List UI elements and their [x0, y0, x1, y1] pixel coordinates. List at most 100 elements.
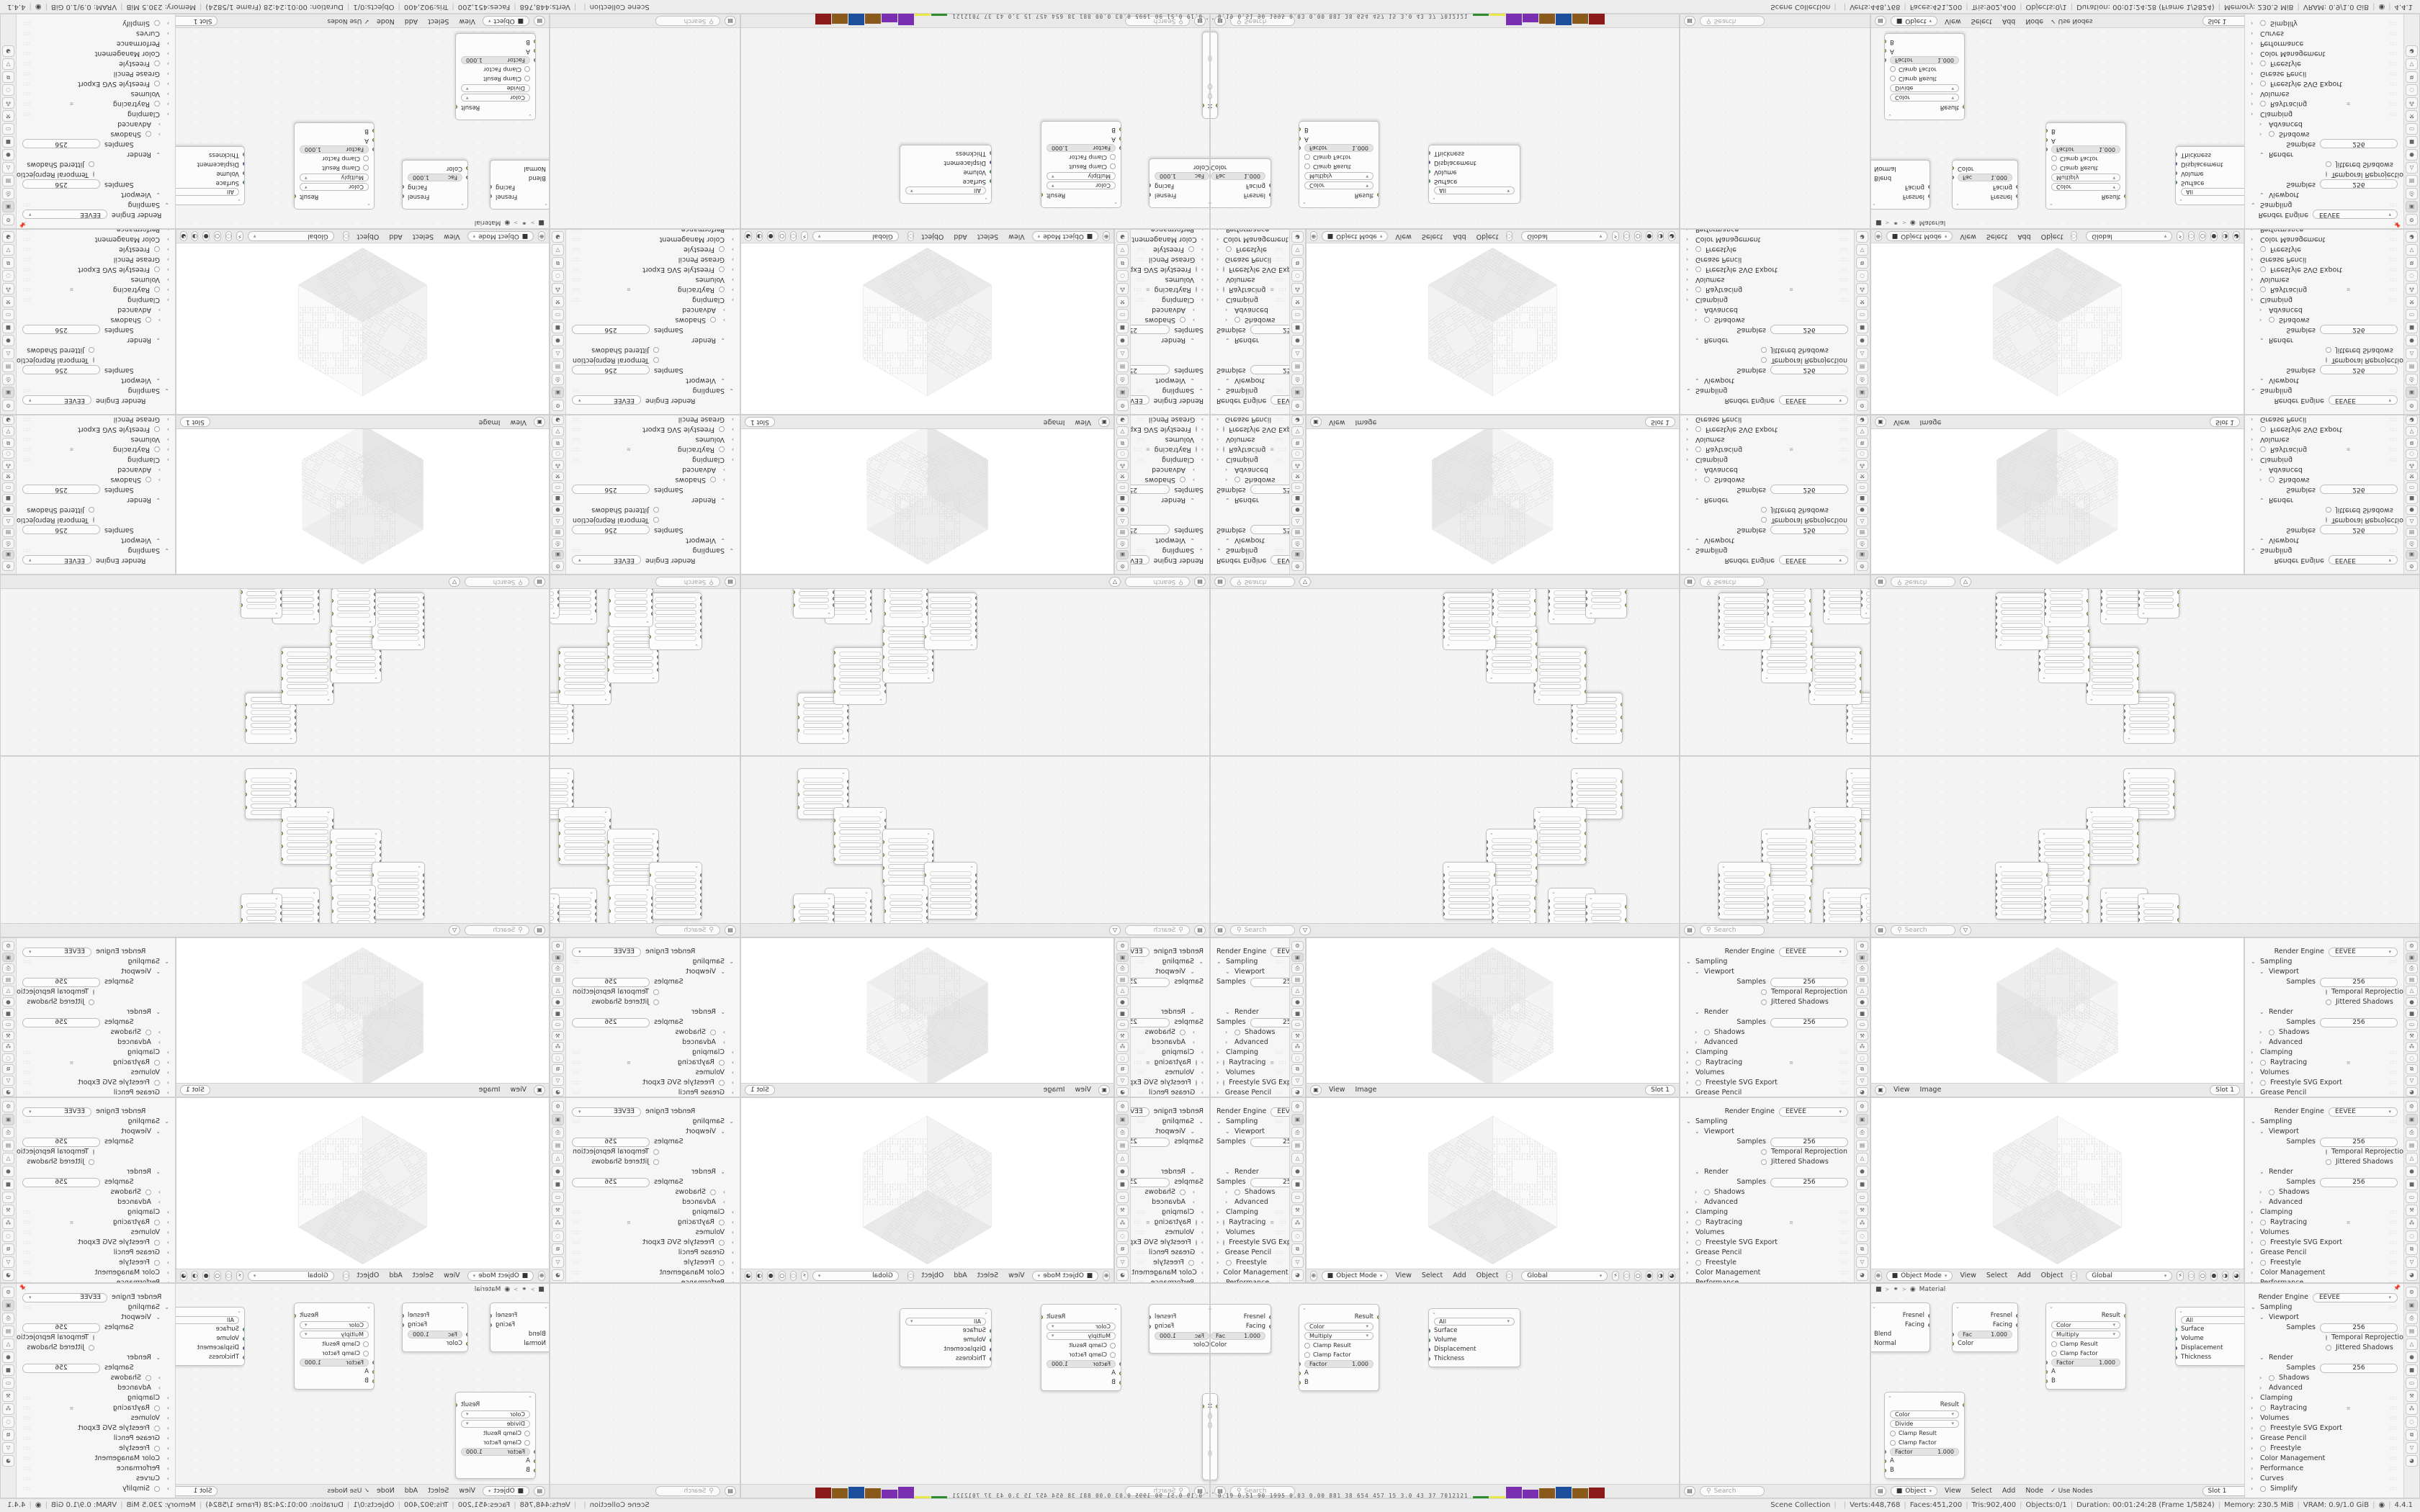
physics-tab[interactable]: ◌: [2, 270, 14, 282]
property-section-volumes[interactable]: › Volumes ∷∷: [17, 434, 175, 444]
geo-node-canvas-2[interactable]: ⌄ ⌄ ⌄ ⌄ ⌄ ⌄ ⌄: [550, 575, 740, 755]
node-dropdown[interactable]: Color▾: [2051, 183, 2120, 191]
menu-add[interactable]: Add: [951, 233, 969, 240]
node-dropdown[interactable]: Divide▾: [1210, 83, 1212, 91]
geo-node-d[interactable]: ⌄: [1995, 593, 2048, 650]
viewport-samples-field[interactable]: 256: [572, 365, 650, 375]
toggle-icon[interactable]: [719, 266, 725, 272]
property-section-viewport[interactable]: ⌄ Viewport: [1131, 1127, 1209, 1137]
node-field[interactable]: [613, 838, 653, 843]
viewport-samples-field[interactable]: 256: [1131, 525, 1170, 535]
node-field[interactable]: [839, 658, 881, 663]
node-field[interactable]: [2129, 723, 2169, 728]
node-field[interactable]: [614, 606, 647, 611]
property-section-render[interactable]: ⌄ Render: [17, 495, 175, 505]
property-section-grease-pencil[interactable]: › Grease Pencil ∷∷: [1131, 415, 1209, 424]
property-section-color-management[interactable]: ›Color Management∷∷: [1680, 234, 1854, 244]
viewport-samples-field[interactable]: 256: [572, 977, 650, 987]
options-icon[interactable]: ≡: [2347, 287, 2351, 293]
property-section-advanced[interactable]: › Advanced: [1211, 464, 1289, 474]
jittered-shadows-row[interactable]: Jittered Shadows: [1211, 505, 1289, 515]
toggle-icon[interactable]: [719, 1220, 725, 1225]
property-section-shadows[interactable]: › Shadows: [17, 1027, 175, 1038]
node-field[interactable]: [888, 669, 928, 674]
menu-view[interactable]: View: [1891, 418, 1913, 426]
geo-node-d[interactable]: ⌄: [1718, 593, 1771, 650]
property-section-color-management[interactable]: ›Color Management∷∷: [17, 234, 175, 244]
view-layer-tab[interactable]: ▤: [2406, 175, 2418, 186]
menu-image[interactable]: Image: [1041, 1086, 1068, 1094]
temporal-reprojection-row[interactable]: Temporal Reprojection: [1211, 515, 1289, 525]
material-preview-icon[interactable]: ◑: [756, 231, 763, 241]
node-field[interactable]: [564, 823, 606, 828]
search-input[interactable]: ⚲ Search: [655, 577, 720, 587]
node-field[interactable]: [888, 662, 928, 667]
property-section-simplify[interactable]: › Simplify ∷∷: [2245, 18, 2403, 28]
node-field[interactable]: [287, 671, 328, 676]
node-field[interactable]: [564, 671, 606, 676]
node-field[interactable]: [336, 669, 376, 674]
property-section-grease-pencil[interactable]: › Grease Pencil ∷∷: [1211, 254, 1289, 264]
jittered-shadows-row[interactable]: Jittered Shadows: [566, 345, 740, 355]
scene-tab[interactable]: △: [1116, 516, 1129, 526]
property-section-grease-pencil[interactable]: › Grease Pencil ∷∷: [2245, 68, 2403, 78]
data-tab[interactable]: ▽: [2406, 244, 2418, 256]
viewport-header[interactable]: ⊕ ■ Object Mode ▾ View Select Add Object ◌ Global…: [741, 230, 1113, 243]
toggle-icon[interactable]: [719, 287, 725, 292]
node-field[interactable]: [888, 630, 928, 635]
property-section-performance[interactable]: ›Performance∷∷: [566, 1278, 740, 1282]
node-field[interactable]: [613, 630, 653, 635]
physics-tab[interactable]: ◌: [552, 270, 564, 282]
shader-type-selector[interactable]: ■ Object ▾: [482, 1486, 530, 1496]
node-field[interactable]: [550, 916, 554, 921]
material-tab[interactable]: ◕: [2, 1455, 14, 1467]
property-section-shadows[interactable]: › Shadows: [1680, 474, 1854, 485]
mix-color-multiply-node[interactable]: ⌄ Result Color ▾ Multiply ▾ Clamp Result Clamp …: [1041, 1304, 1121, 1391]
geo-node-b[interactable]: ⌄: [1533, 647, 1587, 705]
render-engine-dropdown[interactable]: EEVEE ▾: [2313, 210, 2398, 220]
property-section-render[interactable]: ⌄ Render: [17, 335, 175, 345]
properties-editor-row3-right[interactable]: ⚙ ▣ ⎙ ▤ △ ● ■ ▭ ⚒ ⁂ ◌ ⧉ ▽ ◕ Render Engine EEVEE ▾ ⌄ Sampli…: [0, 229, 176, 415]
material-preview-icon[interactable]: ◑: [1657, 231, 1664, 241]
use-nodes-toggle[interactable]: ✓ Use Nodes: [327, 1488, 369, 1495]
proportional-edit-icon[interactable]: ◌: [2187, 231, 2195, 241]
viewport-samples-field[interactable]: 256: [1770, 365, 1848, 375]
property-section-color-management[interactable]: ›Color Management∷∷: [1131, 234, 1209, 244]
property-section-sampling[interactable]: ⌄ Sampling ∷∷: [1680, 545, 1854, 555]
jittered-shadows-row[interactable]: Jittered Shadows: [17, 1343, 175, 1353]
tool-tab[interactable]: ⚙: [552, 1101, 564, 1112]
object-tab[interactable]: ▭: [552, 1192, 564, 1203]
property-section-raytracing[interactable]: › Raytracing ≡ ∷∷: [1131, 1218, 1209, 1228]
node-field[interactable]: [550, 729, 568, 734]
data-tab[interactable]: ▽: [1116, 1256, 1129, 1268]
jittered-shadows-row[interactable]: Jittered Shadows: [17, 345, 175, 355]
options-icon[interactable]: ≡: [2347, 447, 2351, 453]
node-field[interactable]: [246, 604, 277, 609]
node-field[interactable]: [1554, 597, 1590, 602]
property-section-sampling[interactable]: ⌄ Sampling ∷∷: [1131, 545, 1209, 555]
node-dropdown[interactable]: All▾: [1434, 186, 1515, 194]
property-section-render[interactable]: ⌄ Render: [566, 335, 740, 345]
render-tab[interactable]: ▣: [1856, 387, 1868, 398]
node-field[interactable]: [1724, 603, 1765, 608]
object-tab[interactable]: ▭: [1291, 482, 1304, 492]
node-field[interactable]: [2050, 606, 2083, 611]
render-engine-dropdown[interactable]: EEVEE ▾: [22, 210, 107, 220]
physics-tab[interactable]: ◌: [1856, 270, 1868, 282]
property-section-shadows[interactable]: › Shadows: [17, 1373, 175, 1383]
node-field[interactable]: [930, 897, 972, 902]
property-section-viewport[interactable]: ⌄ Viewport: [17, 189, 175, 199]
menu-add[interactable]: Add: [951, 1272, 969, 1279]
physics-tab[interactable]: ◌: [1116, 1230, 1129, 1242]
toggle-icon[interactable]: [154, 1220, 160, 1225]
node-field[interactable]: [337, 914, 370, 919]
viewport-samples-field[interactable]: 256: [1250, 525, 1289, 535]
toggle-icon[interactable]: [2260, 287, 2266, 292]
property-section-freestyle[interactable]: › Freestyle ∷∷: [17, 1258, 175, 1268]
geo-node-canvas-2[interactable]: ⌄ ⌄ ⌄ ⌄ ⌄ ⌄ ⌄: [1680, 575, 1870, 755]
